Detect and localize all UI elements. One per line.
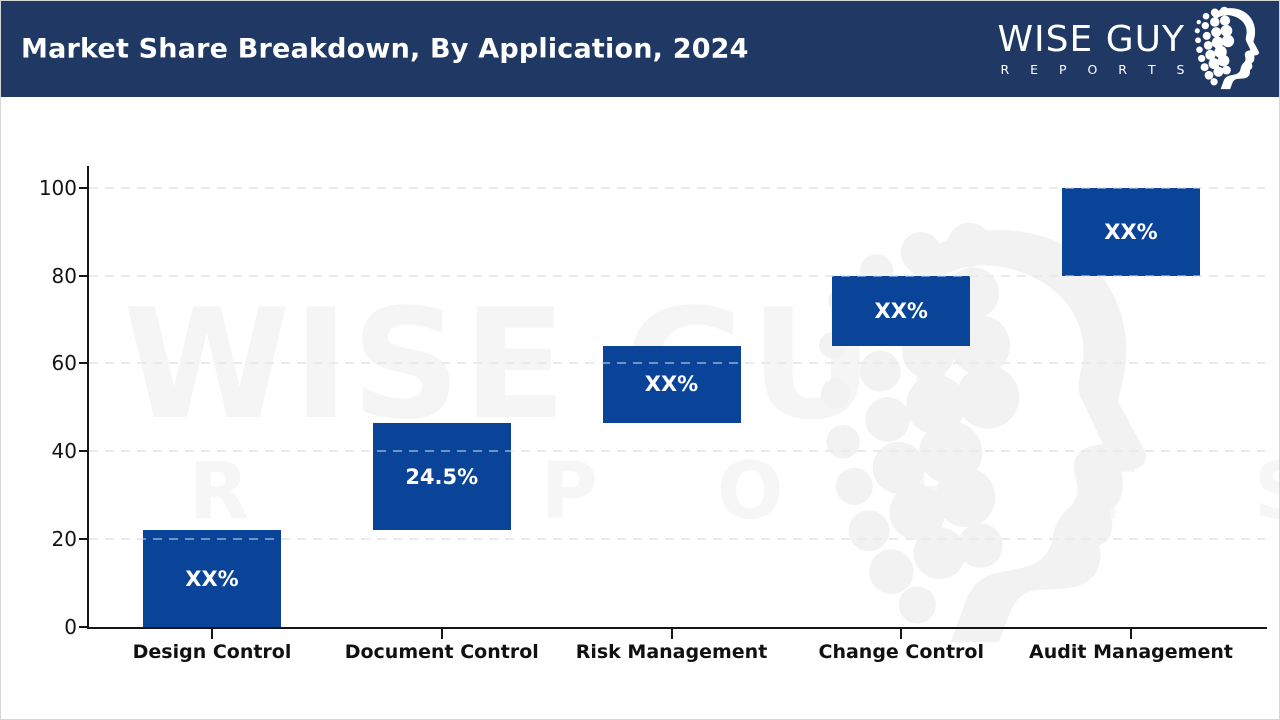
logo-wordmark: WISE GUY R E P O R T S	[997, 18, 1193, 77]
bar	[832, 275, 971, 346]
y-tick-label: 0	[64, 615, 77, 639]
gridline-overlay	[89, 362, 1265, 365]
gridline	[89, 538, 1265, 541]
y-tick-mark	[79, 538, 89, 541]
y-tick-mark	[79, 450, 89, 453]
bar	[143, 530, 281, 627]
bar-value-label: XX%	[185, 566, 239, 591]
y-tick-label: 20	[51, 527, 77, 552]
y-tick-mark	[79, 186, 89, 189]
bar	[602, 345, 741, 423]
header: Market Share Breakdown, By Application, …	[1, 1, 1279, 97]
x-tick-mark	[1130, 629, 1132, 639]
y-tick-mark	[79, 362, 89, 365]
gridline-overlay	[89, 538, 1265, 541]
gridline-overlay	[89, 186, 1265, 189]
gridline-overlay	[89, 274, 1265, 277]
bar-value-label: XX%	[1104, 219, 1158, 244]
gridline	[89, 274, 1265, 277]
y-tick-label: 80	[51, 263, 77, 288]
y-tick-mark	[79, 274, 89, 277]
y-tick-label: 60	[51, 351, 77, 376]
logo-name: WISE GUY	[997, 18, 1185, 60]
bar-value-label: XX%	[644, 372, 699, 397]
wiseguy-head-icon	[1194, 6, 1259, 90]
gridline-overlay	[89, 450, 1265, 453]
gridline	[89, 450, 1265, 453]
x-category-label: Document Control	[344, 641, 539, 663]
x-tick-mark	[440, 629, 443, 639]
bar-value-label: XX%	[874, 298, 928, 323]
x-category-label: Risk Management	[575, 641, 768, 663]
page-title: Market Share Breakdown, By Application, …	[21, 33, 749, 65]
x-tick-mark	[670, 629, 673, 639]
y-tick-label: 40	[51, 439, 77, 464]
y-tick-label: 100	[38, 175, 77, 200]
x-axis	[87, 627, 1267, 629]
x-category-label: Audit Management	[1029, 641, 1233, 663]
bar	[372, 422, 511, 531]
x-tick-mark	[211, 629, 213, 639]
wiseguy-logo: WISE GUY R E P O R T S	[997, 5, 1271, 93]
logo-subname: R E P O R T S	[1000, 61, 1193, 77]
x-tick-mark	[900, 629, 903, 639]
y-tick-mark	[79, 626, 89, 628]
gridline	[89, 186, 1265, 189]
bar-value-label: 24.5%	[405, 464, 479, 489]
bar	[1062, 187, 1200, 276]
x-category-label: Design Control	[132, 641, 292, 663]
y-axis	[87, 166, 89, 629]
x-category-label: Change Control	[818, 641, 984, 663]
